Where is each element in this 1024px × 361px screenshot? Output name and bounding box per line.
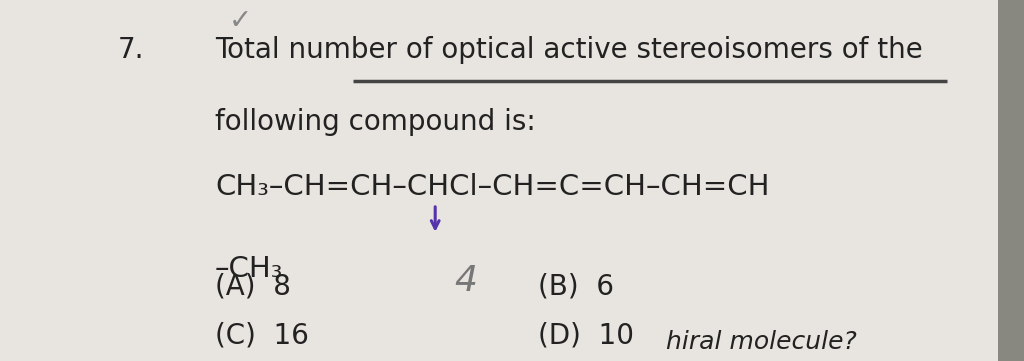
Text: hiral molecule?: hiral molecule? (666, 330, 856, 354)
Text: (C)  16: (C) 16 (215, 321, 309, 349)
Text: (A)  8: (A) 8 (215, 273, 291, 301)
Text: –CH₃: –CH₃ (215, 255, 284, 283)
Text: (B)  6: (B) 6 (538, 273, 613, 301)
Text: ✓: ✓ (229, 7, 252, 35)
Text: 7.: 7. (118, 36, 144, 64)
Text: following compound is:: following compound is: (215, 108, 536, 136)
Text: 4: 4 (455, 264, 477, 297)
Text: (D)  10: (D) 10 (538, 321, 634, 349)
Text: CH₃–CH=CH–CHCl–CH=C=CH–CH=CH: CH₃–CH=CH–CHCl–CH=C=CH–CH=CH (215, 173, 770, 201)
Text: Total number of optical active stereoisomers of the: Total number of optical active stereoiso… (215, 36, 923, 64)
Bar (998, 0, 1024, 361)
